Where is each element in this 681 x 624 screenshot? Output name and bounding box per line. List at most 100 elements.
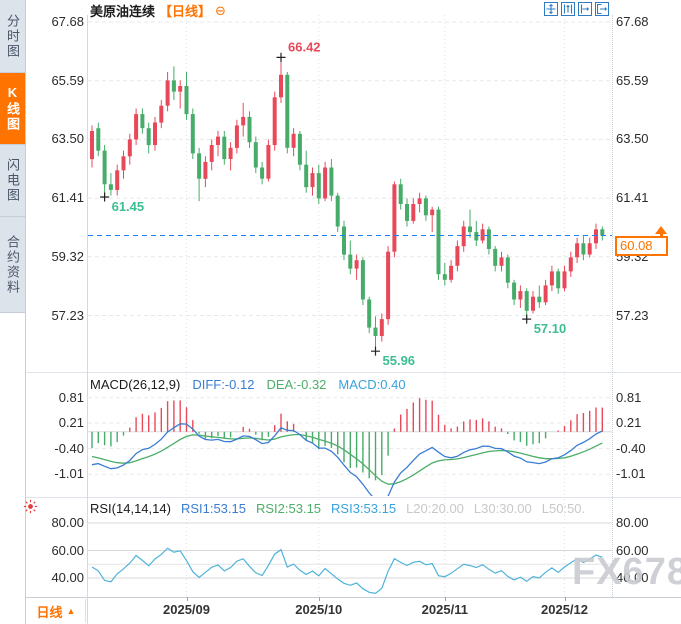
crosshair-pan-button[interactable]: [544, 2, 558, 16]
period-selector-button[interactable]: 日线 ▲: [27, 599, 86, 623]
sidebar-tab-kline-chart[interactable]: K线图: [0, 73, 25, 145]
candle[interactable]: [524, 288, 529, 320]
candle[interactable]: [417, 192, 422, 213]
candle[interactable]: [543, 279, 548, 306]
candle[interactable]: [512, 279, 517, 306]
candle[interactable]: [102, 145, 107, 197]
candle[interactable]: [430, 206, 435, 233]
candle[interactable]: [493, 246, 498, 272]
candle[interactable]: [323, 161, 328, 202]
candle[interactable]: [291, 128, 296, 157]
candle[interactable]: [505, 254, 510, 289]
candle[interactable]: [241, 102, 246, 137]
candle[interactable]: [266, 139, 271, 182]
candle[interactable]: [386, 246, 391, 325]
candle[interactable]: [134, 108, 139, 146]
candle[interactable]: [222, 130, 227, 165]
candle[interactable]: [392, 181, 397, 258]
candle[interactable]: [165, 71, 170, 112]
rsi-indicator-chart[interactable]: [88, 499, 612, 597]
candle[interactable]: [486, 226, 491, 255]
candle[interactable]: [115, 164, 120, 196]
candle[interactable]: [342, 220, 346, 261]
candle[interactable]: [556, 268, 561, 294]
candle[interactable]: [600, 226, 605, 241]
candle[interactable]: [518, 285, 523, 308]
candle[interactable]: [587, 237, 592, 258]
candle[interactable]: [234, 119, 239, 154]
price-axis-label: 57.23: [51, 307, 84, 323]
candle[interactable]: [304, 150, 309, 193]
candle[interactable]: [373, 316, 378, 352]
candle[interactable]: [423, 195, 428, 221]
candle[interactable]: [153, 116, 157, 151]
candle[interactable]: [216, 130, 220, 157]
candle[interactable]: [209, 139, 214, 171]
candle[interactable]: [247, 111, 252, 148]
candle[interactable]: [96, 122, 101, 157]
price-candlestick-chart[interactable]: 61.45 66.42 55.96 57.10: [88, 15, 612, 372]
candle[interactable]: [272, 91, 277, 151]
candle[interactable]: [468, 209, 472, 238]
candle[interactable]: [480, 223, 485, 244]
candle[interactable]: [442, 262, 447, 286]
indicator-settings-icon[interactable]: ⊖: [215, 2, 226, 18]
candle[interactable]: [90, 125, 94, 168]
candle[interactable]: [285, 71, 290, 154]
candle[interactable]: [398, 178, 403, 210]
candle[interactable]: [499, 251, 504, 272]
sidebar-tab-contract-info[interactable]: 合约资料: [0, 217, 25, 313]
candle[interactable]: [562, 265, 567, 292]
candle[interactable]: [260, 161, 265, 185]
sidebar-tab-time-chart[interactable]: 分时图: [0, 0, 25, 73]
candle[interactable]: [171, 66, 176, 101]
candle[interactable]: [594, 223, 598, 249]
sidebar-tab-lightning-chart[interactable]: 闪电图: [0, 145, 25, 217]
candle[interactable]: [184, 71, 189, 120]
candle[interactable]: [348, 240, 353, 275]
pop-out-button[interactable]: [595, 2, 609, 16]
candle[interactable]: [329, 159, 334, 202]
candle[interactable]: [316, 164, 321, 204]
candle[interactable]: [575, 237, 580, 263]
candle[interactable]: [354, 254, 359, 280]
candle[interactable]: [405, 198, 409, 227]
macd-indicator-chart[interactable]: [88, 374, 612, 496]
zoom-vertical-button[interactable]: [561, 2, 575, 16]
candle[interactable]: [140, 108, 145, 134]
candle[interactable]: [531, 291, 535, 314]
candle[interactable]: [108, 173, 113, 196]
candle[interactable]: [279, 57, 283, 103]
candle[interactable]: [367, 296, 372, 334]
candle[interactable]: [178, 80, 183, 109]
sidebar-tab-label: 合约资料: [5, 234, 20, 295]
candle[interactable]: [203, 156, 208, 188]
macd-diff-value: DIFF:-0.12: [192, 377, 255, 392]
candle[interactable]: [335, 192, 340, 233]
candle[interactable]: [310, 167, 315, 196]
candle[interactable]: [379, 313, 384, 342]
candle[interactable]: [228, 142, 233, 171]
candle[interactable]: [159, 100, 164, 129]
candle[interactable]: [461, 220, 466, 252]
candle[interactable]: [549, 265, 554, 292]
candle[interactable]: [146, 122, 151, 154]
candle[interactable]: [360, 257, 365, 306]
candle[interactable]: [537, 285, 542, 308]
candle[interactable]: [581, 234, 586, 261]
candle[interactable]: [455, 240, 460, 272]
candle[interactable]: [411, 198, 416, 224]
candle[interactable]: [297, 130, 302, 171]
candle[interactable]: [436, 206, 441, 280]
candle[interactable]: [568, 251, 573, 278]
candle[interactable]: [197, 147, 202, 202]
candle[interactable]: [474, 220, 479, 247]
candle[interactable]: [127, 133, 132, 165]
candle[interactable]: [190, 108, 195, 160]
indicator-alert-icon[interactable]: [23, 499, 38, 514]
zoom-horizontal-button[interactable]: [578, 2, 592, 16]
price-alert-arrow-icon[interactable]: [655, 226, 667, 234]
candle[interactable]: [253, 136, 258, 174]
candle[interactable]: [449, 260, 454, 283]
candle[interactable]: [121, 150, 126, 179]
